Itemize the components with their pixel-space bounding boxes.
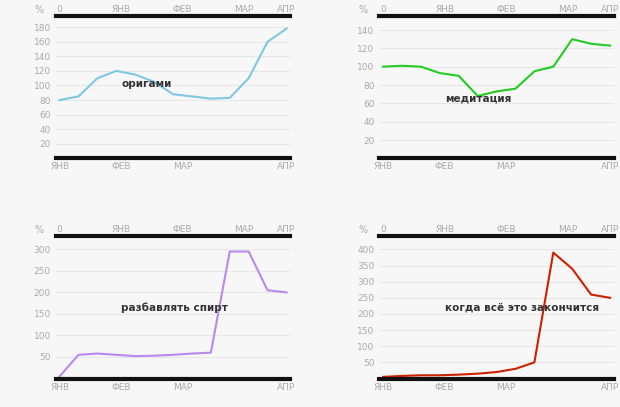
Text: медитация: медитация	[445, 94, 511, 104]
Text: когда всё это закончится: когда всё это закончится	[445, 302, 599, 313]
Text: оригами: оригами	[122, 79, 172, 90]
Text: %: %	[358, 5, 368, 15]
Text: %: %	[35, 225, 44, 235]
Text: %: %	[35, 5, 44, 15]
Text: разбавлять спирт: разбавлять спирт	[122, 302, 228, 313]
Text: %: %	[358, 225, 368, 235]
